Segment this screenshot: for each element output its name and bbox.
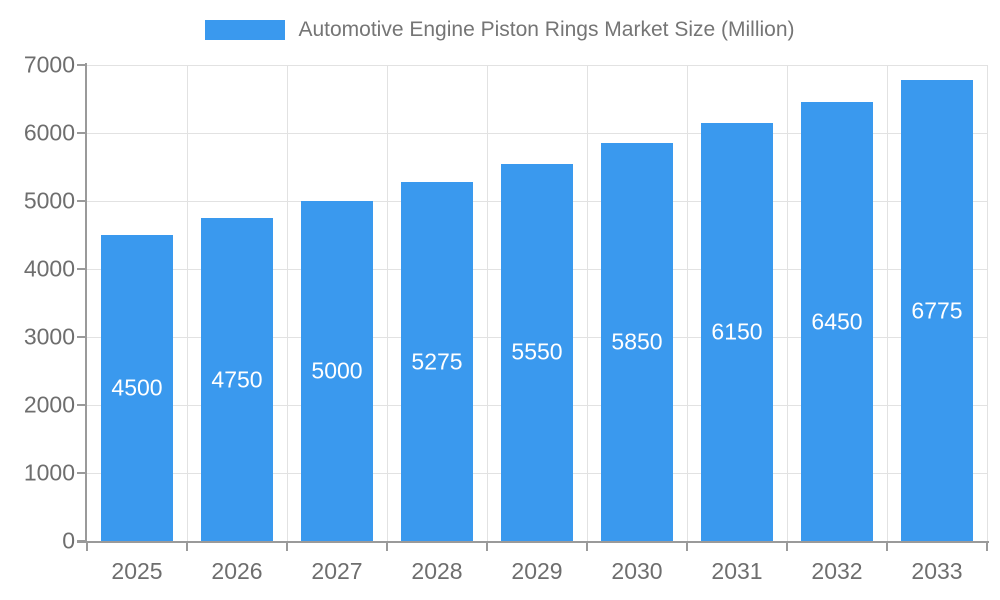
x-axis-category-label: 2027 [311, 558, 363, 584]
x-axis-category-label: 2028 [411, 558, 463, 584]
bar-value-label: 5275 [411, 348, 463, 375]
x-axis-category-label: 2032 [811, 558, 863, 584]
x-axis-line [77, 541, 989, 543]
x-axis-tick [986, 543, 988, 551]
h-gridline [87, 133, 987, 134]
x-axis-tick [186, 543, 188, 551]
x-axis-tick [486, 543, 488, 551]
x-axis-tick [886, 543, 888, 551]
x-axis-category-label: 2031 [711, 558, 763, 584]
x-axis-category-label: 2029 [511, 558, 563, 584]
y-axis-line [85, 63, 87, 543]
y-axis-labels: 0 1000 2000 3000 4000 5000 6000 7000 [0, 0, 75, 600]
bar-value-label: 5550 [511, 338, 563, 365]
y-axis-tick-label: 6000 [23, 119, 75, 146]
bar: 5550 [501, 163, 573, 541]
legend-label[interactable]: Automotive Engine Piston Rings Market Si… [298, 18, 795, 41]
y-axis-tick [77, 132, 85, 134]
y-axis-tick [77, 540, 85, 542]
bar: 6150 [701, 122, 773, 541]
v-gridline [887, 65, 888, 541]
y-axis-tick-label: 0 [62, 527, 75, 554]
y-axis-tick-label: 4000 [23, 255, 75, 282]
x-axis-tick [586, 543, 588, 551]
legend: Automotive Engine Piston Rings Market Si… [0, 18, 1000, 42]
v-gridline [287, 65, 288, 541]
x-axis-category-label: 2033 [911, 558, 963, 584]
legend-swatch-icon[interactable] [205, 20, 286, 40]
y-axis-tick-label: 1000 [23, 459, 75, 486]
y-axis-tick [77, 64, 85, 66]
bar-value-label: 6450 [811, 308, 863, 335]
v-gridline [987, 65, 988, 541]
y-axis-tick-label: 5000 [23, 187, 75, 214]
v-gridline [587, 65, 588, 541]
x-axis-tick [386, 543, 388, 551]
x-axis-category-label: 2030 [611, 558, 663, 584]
bar: 6775 [901, 80, 973, 541]
y-axis-tick-label: 3000 [23, 323, 75, 350]
bar: 5850 [601, 143, 673, 541]
v-gridline [787, 65, 788, 541]
v-gridline [487, 65, 488, 541]
bar-value-label: 4750 [211, 366, 263, 392]
v-gridline [387, 65, 388, 541]
y-axis-tick-label: 7000 [23, 51, 75, 78]
y-axis-tick [77, 472, 85, 474]
x-axis-tick [686, 543, 688, 551]
h-gridline [87, 65, 987, 66]
bar-value-label: 5850 [611, 328, 663, 355]
bar-value-label: 6150 [711, 318, 763, 345]
y-axis-tick [77, 200, 85, 202]
bar: 6450 [801, 102, 873, 541]
bar-value-label: 6775 [911, 297, 963, 324]
y-axis-tick [77, 268, 85, 270]
bar: 4750 [201, 218, 273, 541]
v-gridline [687, 65, 688, 541]
y-axis-tick [77, 404, 85, 406]
bar: 5000 [301, 201, 373, 541]
x-axis-tick [286, 543, 288, 551]
y-axis-tick [77, 336, 85, 338]
bar: 4500 [101, 235, 173, 541]
x-axis-category-label: 2026 [211, 558, 263, 584]
x-axis-tick [786, 543, 788, 551]
bar-value-label: 4500 [111, 374, 163, 401]
bar-value-label: 5000 [311, 357, 363, 384]
x-axis-category-label: 2025 [111, 558, 163, 584]
y-axis-tick-label: 2000 [23, 391, 75, 418]
v-gridline [187, 65, 188, 541]
bar: 5275 [401, 182, 473, 541]
x-axis-tick [86, 543, 88, 551]
